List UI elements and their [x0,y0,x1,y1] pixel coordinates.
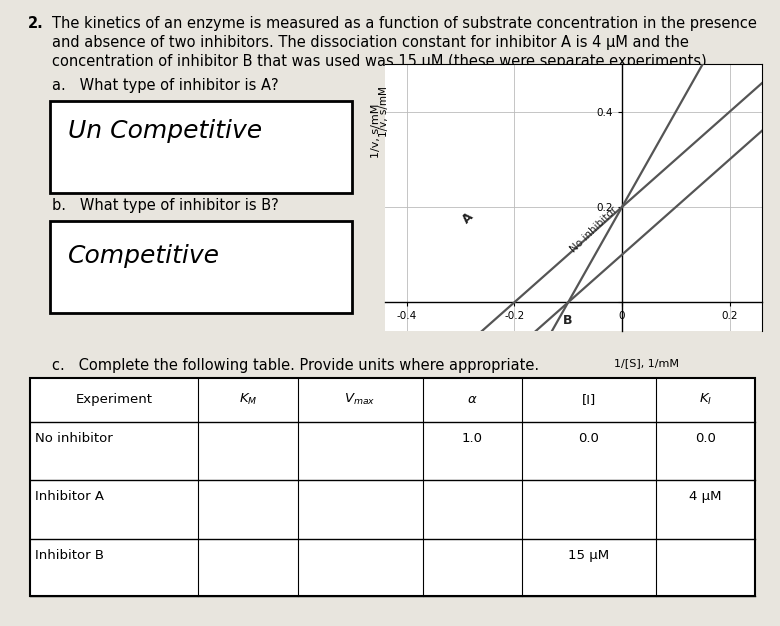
Text: 15 μM: 15 μM [569,549,609,562]
Text: No inhibitor: No inhibitor [35,431,113,444]
Text: 2.: 2. [28,16,44,31]
Text: Experiment: Experiment [76,393,153,406]
FancyBboxPatch shape [50,221,352,313]
Text: 0.0: 0.0 [695,431,716,444]
Text: Un Competitive: Un Competitive [68,119,262,143]
Text: A: A [460,210,477,226]
Text: [I]: [I] [582,393,596,406]
Text: concentration of inhibitor B that was used was 15 μM (these were separate experi: concentration of inhibitor B that was us… [52,54,711,69]
Text: $K_M$: $K_M$ [239,393,257,408]
Text: $K_I$: $K_I$ [699,393,712,408]
Text: The kinetics of an enzyme is measured as a function of substrate concentration i: The kinetics of an enzyme is measured as… [52,16,757,31]
Text: Inhibitor B: Inhibitor B [35,549,104,562]
Text: $V_{max}$: $V_{max}$ [345,393,376,408]
Text: 1/v, s/mM: 1/v, s/mM [379,86,389,138]
Bar [30,378,755,596]
Text: $\alpha$: $\alpha$ [467,393,477,406]
Text: 1/v, s/mM: 1/v, s/mM [371,104,381,158]
Text: Inhibitor A: Inhibitor A [35,490,104,503]
Text: 4 μM: 4 μM [689,490,722,503]
Text: c.   Complete the following table. Provide units where appropriate.: c. Complete the following table. Provide… [52,358,539,373]
Text: No inhibitor: No inhibitor [568,205,619,255]
Text: 1/[S], 1/mM: 1/[S], 1/mM [614,357,679,367]
Text: 0.0: 0.0 [579,431,599,444]
FancyBboxPatch shape [50,101,352,193]
Text: 1.0: 1.0 [462,431,483,444]
Text: b.   What type of inhibitor is B?: b. What type of inhibitor is B? [52,198,278,213]
Text: and absence of two inhibitors. The dissociation constant for inhibitor A is 4 μM: and absence of two inhibitors. The disso… [52,35,689,50]
Text: B: B [562,314,573,327]
Text: a.   What type of inhibitor is A?: a. What type of inhibitor is A? [52,78,278,93]
Text: Competitive: Competitive [68,244,220,268]
